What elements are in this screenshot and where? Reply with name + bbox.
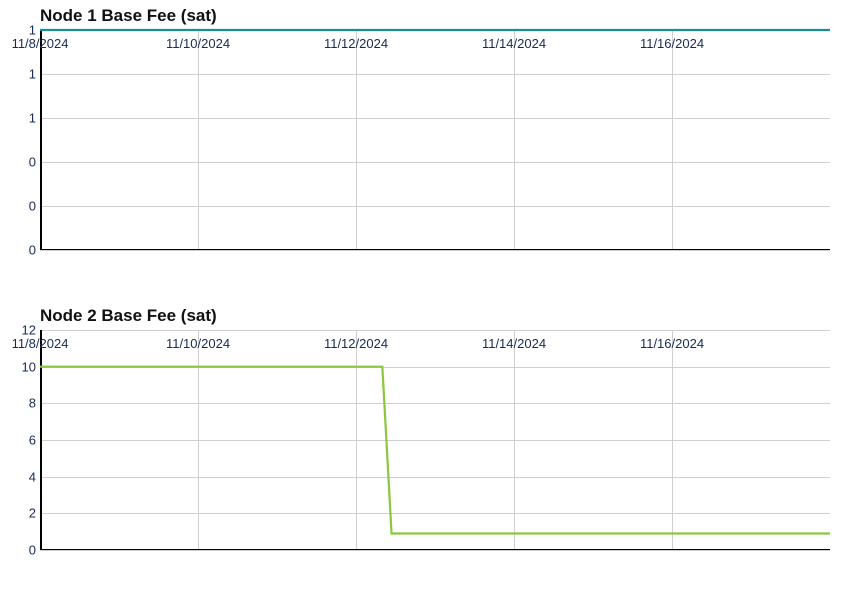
chart-node2-ytick-2: 8 bbox=[12, 396, 36, 411]
chart-node1-plot-area[interactable]: 1 1 1 0 0 0 11/8/2024 11/10/2024 11/12/2… bbox=[40, 30, 830, 250]
chart-node1-title: Node 1 Base Fee (sat) bbox=[40, 6, 217, 26]
chart-node2-ytick-1: 10 bbox=[12, 359, 36, 374]
dashboard-page: Node 1 Base Fee (sat) 1 1 1 0 0 0 11/ bbox=[0, 0, 860, 600]
chart-node2-ytick-3: 6 bbox=[12, 433, 36, 448]
chart-node2-ytick-6: 0 bbox=[12, 543, 36, 558]
chart-node2-line[interactable] bbox=[40, 330, 830, 550]
chart-node1-ytick-1: 1 bbox=[12, 67, 36, 82]
gridline-h bbox=[40, 550, 830, 551]
chart-node2-title: Node 2 Base Fee (sat) bbox=[40, 306, 217, 326]
chart-node2-container: Node 2 Base Fee (sat) 12 10 8 6 4 2 0 bbox=[0, 300, 860, 600]
chart-node1-ytick-3: 0 bbox=[12, 155, 36, 170]
chart-node2-ytick-5: 2 bbox=[12, 506, 36, 521]
chart-node2-ytick-4: 4 bbox=[12, 469, 36, 484]
chart-node2-plot-area[interactable]: 12 10 8 6 4 2 0 11/8/2024 11/10/2024 11/… bbox=[40, 330, 830, 550]
chart-node1-ytick-5: 0 bbox=[12, 243, 36, 258]
gridline-h bbox=[40, 250, 830, 251]
chart-node1-container: Node 1 Base Fee (sat) 1 1 1 0 0 0 11/ bbox=[0, 0, 860, 300]
chart-node1-line[interactable] bbox=[40, 30, 830, 250]
chart-node1-ytick-4: 0 bbox=[12, 199, 36, 214]
chart-node1-ytick-2: 1 bbox=[12, 111, 36, 126]
